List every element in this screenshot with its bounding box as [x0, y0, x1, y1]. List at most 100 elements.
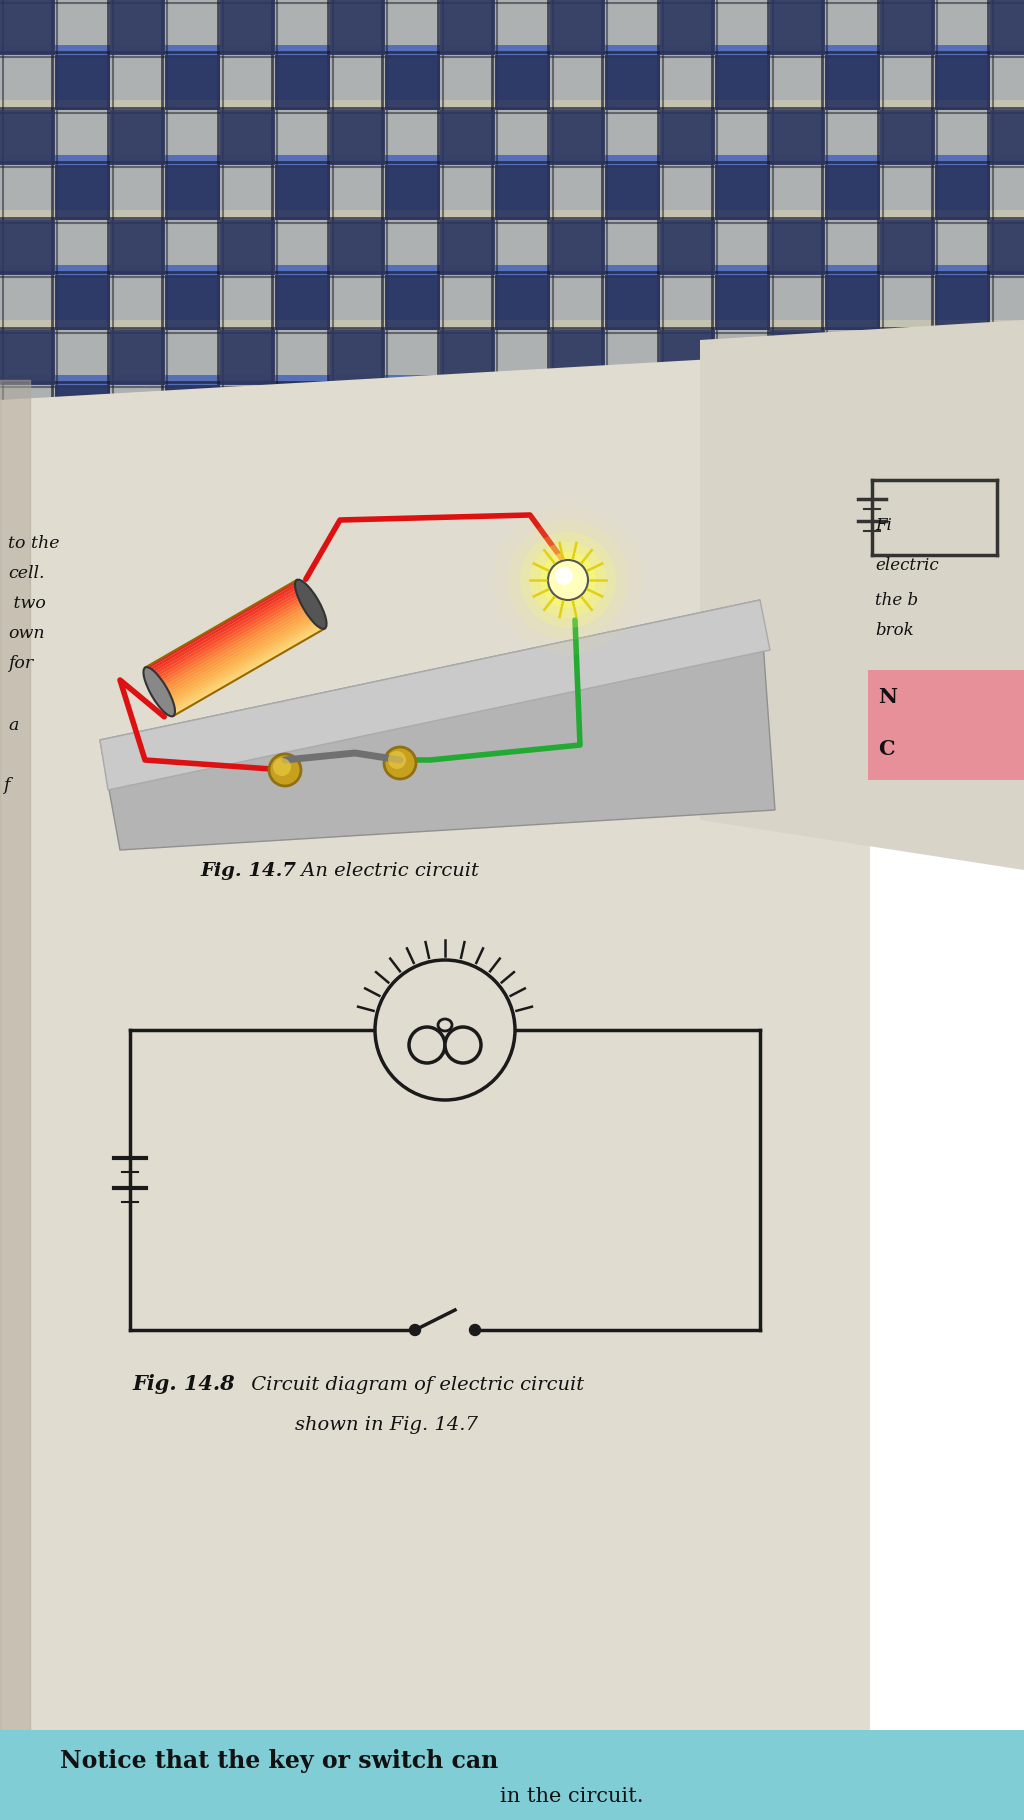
FancyBboxPatch shape — [275, 166, 330, 220]
FancyBboxPatch shape — [385, 166, 440, 220]
FancyBboxPatch shape — [0, 320, 1024, 375]
FancyBboxPatch shape — [715, 166, 770, 220]
FancyBboxPatch shape — [165, 55, 220, 109]
Text: Fig. 14.7: Fig. 14.7 — [200, 863, 296, 881]
FancyBboxPatch shape — [110, 109, 165, 166]
Polygon shape — [159, 604, 312, 693]
Text: electric: electric — [874, 557, 939, 573]
FancyBboxPatch shape — [550, 329, 605, 386]
Circle shape — [269, 753, 301, 786]
Text: Circuit diagram of electric circuit: Circuit diagram of electric circuit — [245, 1376, 584, 1394]
FancyBboxPatch shape — [330, 0, 385, 440]
FancyBboxPatch shape — [990, 0, 1024, 55]
Polygon shape — [157, 599, 309, 690]
Circle shape — [469, 1325, 480, 1336]
Circle shape — [273, 757, 291, 775]
FancyBboxPatch shape — [0, 329, 55, 386]
FancyBboxPatch shape — [605, 166, 660, 220]
Polygon shape — [166, 617, 319, 706]
FancyBboxPatch shape — [55, 55, 110, 109]
FancyBboxPatch shape — [0, 0, 55, 55]
Polygon shape — [172, 626, 325, 715]
Polygon shape — [700, 320, 1024, 870]
Circle shape — [445, 1026, 481, 1063]
FancyBboxPatch shape — [440, 109, 495, 166]
FancyBboxPatch shape — [770, 220, 825, 275]
Circle shape — [540, 551, 596, 608]
FancyBboxPatch shape — [330, 329, 385, 386]
Text: Fig. 14.8: Fig. 14.8 — [132, 1374, 234, 1394]
FancyBboxPatch shape — [660, 329, 715, 386]
FancyBboxPatch shape — [275, 386, 330, 440]
FancyBboxPatch shape — [495, 386, 550, 440]
FancyBboxPatch shape — [55, 275, 110, 329]
Text: N: N — [878, 686, 897, 706]
FancyBboxPatch shape — [110, 329, 165, 386]
FancyBboxPatch shape — [440, 0, 495, 55]
FancyBboxPatch shape — [440, 0, 495, 440]
Polygon shape — [151, 590, 304, 679]
FancyBboxPatch shape — [880, 109, 935, 166]
FancyBboxPatch shape — [825, 386, 880, 440]
FancyBboxPatch shape — [660, 109, 715, 166]
FancyBboxPatch shape — [0, 0, 1024, 46]
FancyBboxPatch shape — [770, 0, 825, 440]
FancyBboxPatch shape — [220, 329, 275, 386]
FancyBboxPatch shape — [0, 0, 55, 440]
FancyBboxPatch shape — [990, 220, 1024, 275]
FancyBboxPatch shape — [330, 220, 385, 275]
FancyBboxPatch shape — [55, 386, 110, 440]
FancyBboxPatch shape — [330, 109, 385, 166]
FancyBboxPatch shape — [880, 0, 935, 55]
FancyBboxPatch shape — [935, 275, 990, 329]
Ellipse shape — [295, 579, 327, 630]
Circle shape — [520, 531, 616, 628]
FancyBboxPatch shape — [385, 55, 440, 109]
Ellipse shape — [438, 1019, 452, 1030]
FancyBboxPatch shape — [935, 55, 990, 109]
Polygon shape — [100, 601, 775, 850]
FancyBboxPatch shape — [220, 109, 275, 166]
FancyBboxPatch shape — [825, 275, 880, 329]
FancyBboxPatch shape — [605, 275, 660, 329]
FancyBboxPatch shape — [770, 0, 825, 55]
Polygon shape — [168, 619, 321, 708]
Circle shape — [388, 752, 406, 770]
Polygon shape — [162, 610, 315, 699]
FancyBboxPatch shape — [880, 220, 935, 275]
FancyBboxPatch shape — [440, 329, 495, 386]
FancyBboxPatch shape — [935, 166, 990, 220]
Circle shape — [493, 504, 643, 655]
FancyBboxPatch shape — [825, 166, 880, 220]
FancyBboxPatch shape — [0, 220, 55, 275]
FancyBboxPatch shape — [220, 0, 275, 440]
Polygon shape — [146, 582, 300, 672]
FancyBboxPatch shape — [385, 386, 440, 440]
Polygon shape — [158, 602, 310, 692]
FancyBboxPatch shape — [990, 0, 1024, 440]
FancyBboxPatch shape — [550, 0, 605, 440]
Text: the b: the b — [874, 592, 919, 610]
Text: in the circuit.: in the circuit. — [500, 1787, 643, 1805]
FancyBboxPatch shape — [110, 0, 165, 55]
FancyBboxPatch shape — [880, 329, 935, 386]
FancyBboxPatch shape — [220, 220, 275, 275]
Polygon shape — [148, 584, 301, 675]
Text: An electric circuit: An electric circuit — [295, 863, 479, 881]
Text: Fi: Fi — [874, 517, 892, 533]
FancyBboxPatch shape — [0, 100, 1024, 155]
FancyBboxPatch shape — [385, 275, 440, 329]
Text: shown in Fig. 14.7: shown in Fig. 14.7 — [295, 1416, 478, 1434]
FancyBboxPatch shape — [605, 386, 660, 440]
Polygon shape — [155, 597, 308, 686]
FancyBboxPatch shape — [0, 1731, 1024, 1820]
Polygon shape — [150, 588, 302, 677]
FancyBboxPatch shape — [660, 220, 715, 275]
FancyBboxPatch shape — [935, 386, 990, 440]
FancyBboxPatch shape — [605, 55, 660, 109]
FancyBboxPatch shape — [990, 109, 1024, 166]
Circle shape — [508, 521, 628, 641]
Polygon shape — [145, 581, 298, 670]
Polygon shape — [154, 595, 306, 684]
Circle shape — [410, 1325, 421, 1336]
